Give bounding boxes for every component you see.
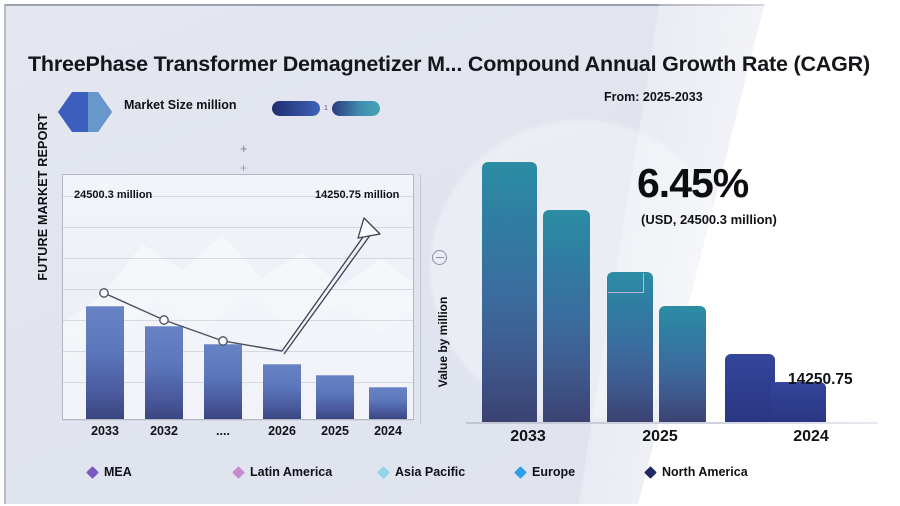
rx-label-2033: 2033 (510, 428, 546, 445)
rbar-2024-a (725, 354, 775, 422)
bracket-annotation (608, 273, 644, 293)
legend-dot-north-america (644, 465, 657, 479)
x-label-2033: 2033 (91, 424, 119, 438)
hexagon-logo-icon (58, 92, 112, 132)
left-axis-title: FUTURE MARKET REPORT (36, 113, 50, 281)
legend-dot-latin-america (232, 465, 245, 479)
bar-value-label: 14250.75 (788, 371, 853, 388)
left-chart-trend-line (99, 217, 381, 355)
right-chart-x-labels: 2033 2025 2024 (466, 428, 878, 454)
bar-2025 (316, 375, 354, 419)
page-title: ThreePhase Transformer Demagnetizer M...… (28, 52, 870, 76)
legend-pills: 1 (272, 101, 380, 116)
legend-item-north-america[interactable]: North America (644, 465, 748, 479)
legend-label-asia-pacific: Asia Pacific (395, 465, 466, 479)
legend-item-asia-pacific[interactable]: Asia Pacific (377, 465, 466, 479)
rbar-2033-b (543, 210, 590, 422)
circle-minus-icon (432, 250, 447, 265)
left-chart-x-labels: 2033 2032 .... 2026 2025 2024 (62, 424, 414, 446)
chart-divider (420, 174, 421, 424)
right-chart-bars (466, 150, 876, 422)
rx-label-2025: 2025 (642, 428, 678, 445)
bar-2024 (369, 387, 407, 419)
rbar-2033-a (482, 162, 537, 422)
cagr-subtext: (USD, 24500.3 million) (641, 212, 777, 227)
market-size-label: Market Size million (124, 98, 237, 112)
legend-label-north-america: North America (662, 465, 748, 479)
pill-separator: 1 (324, 105, 328, 112)
bar-dots (204, 344, 242, 419)
legend-label-mea: MEA (104, 465, 132, 479)
left-chart-annotation-end: 14250.75 million (315, 189, 400, 201)
x-label-dots: .... (216, 424, 230, 438)
plus-marker-1: + (240, 141, 248, 156)
chart-legend: MEA Latin America Asia Pacific Europe No… (86, 465, 788, 487)
rx-label-2024: 2024 (793, 428, 829, 445)
period-label: From: 2025-2033 (604, 90, 703, 104)
bar-2033 (86, 306, 124, 419)
left-chart-bars (62, 174, 414, 420)
bar-2032 (145, 326, 183, 419)
left-chart-annotation-start: 24500.3 million (74, 189, 153, 201)
pill-secondary (331, 101, 380, 116)
legend-label-europe: Europe (532, 465, 576, 479)
bar-2026 (263, 364, 301, 419)
right-chart-baseline (466, 422, 878, 424)
legend-dot-europe (514, 465, 527, 479)
legend-dot-asia-pacific (377, 465, 390, 479)
legend-dot-mea (86, 465, 99, 479)
x-label-2024: 2024 (374, 424, 402, 438)
legend-item-mea[interactable]: MEA (86, 465, 132, 479)
rbar-2025-a (607, 272, 653, 422)
rbar-2024-b (771, 382, 826, 422)
x-label-2032: 2032 (150, 424, 178, 438)
legend-item-europe[interactable]: Europe (514, 465, 576, 479)
legend-item-latin-america[interactable]: Latin America (232, 465, 333, 479)
plus-marker-2: + (240, 161, 248, 175)
x-label-2026: 2026 (268, 424, 296, 438)
right-axis-title: Value by million (436, 296, 450, 388)
pill-primary (272, 101, 320, 116)
rbar-2025-b (659, 306, 706, 422)
legend-label-latin-america: Latin America (250, 465, 333, 479)
x-label-2025: 2025 (321, 424, 349, 438)
cagr-value: 6.45% (637, 160, 749, 206)
